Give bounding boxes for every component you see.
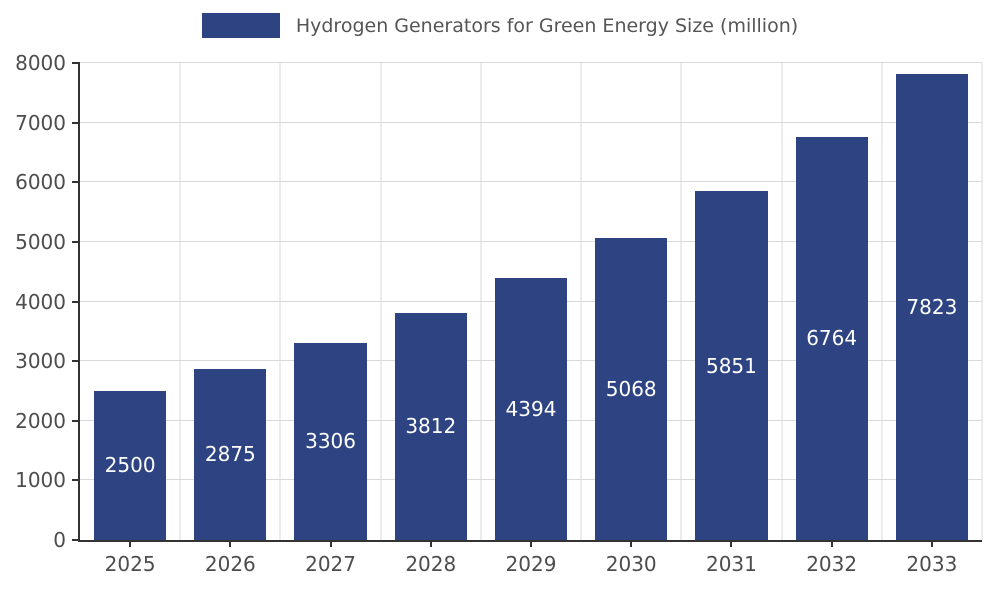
gridline-vertical <box>279 63 281 540</box>
bar-value-label: 2500 <box>104 453 156 478</box>
x-tick-label: 2025 <box>104 552 156 576</box>
bar: 3812 <box>394 312 467 540</box>
bar-slot: 3306 <box>280 63 380 540</box>
y-tick-label: 6000 <box>15 170 66 195</box>
bar-value-label: 3306 <box>305 429 356 454</box>
y-tick-label: 1000 <box>15 468 66 493</box>
x-tick-mark <box>730 540 733 547</box>
legend-title: Hydrogen Generators for Green Energy Siz… <box>295 14 799 37</box>
bar: 5068 <box>595 237 668 540</box>
x-tick-mark <box>129 540 132 547</box>
bar-slot: 3812 <box>381 63 481 540</box>
y-tick-label: 3000 <box>15 349 66 374</box>
bar-value-label: 5851 <box>705 353 757 378</box>
legend-swatch <box>201 13 280 38</box>
legend: Hydrogen Generators for Green Energy Siz… <box>0 13 1000 38</box>
y-tick-mark <box>72 300 80 303</box>
y-tick-mark <box>72 121 80 124</box>
gridline-vertical <box>881 63 883 540</box>
bar: 5851 <box>695 191 768 540</box>
plot-area: 2500 2875 3306 3812 4394 5068 5851 6764 7823 0 10… <box>15 51 983 552</box>
y-axis-line <box>78 63 80 542</box>
x-tick-label: 2028 <box>405 552 457 576</box>
y-tick-mark <box>72 62 80 64</box>
bar: 2875 <box>194 368 267 540</box>
gridline-vertical <box>981 63 983 540</box>
x-tick-mark <box>229 540 232 547</box>
y-tick-label: 2000 <box>15 408 66 433</box>
bar-slot: 2500 <box>80 63 180 540</box>
x-tick-label: 2027 <box>305 552 356 576</box>
bar-slot: 5068 <box>581 63 681 540</box>
bar-value-label: 7823 <box>906 294 958 319</box>
bar-slot: 7823 <box>882 63 982 540</box>
bar: 4394 <box>494 278 568 540</box>
gridline-horizontal <box>80 181 982 183</box>
gridline-vertical <box>680 63 682 540</box>
bar: 7823 <box>895 73 968 540</box>
y-tick-mark <box>72 539 80 541</box>
gridline-vertical <box>580 63 582 540</box>
x-tick-label: 2033 <box>906 552 958 576</box>
gridline-vertical <box>179 63 181 540</box>
y-tick-label: 0 <box>53 528 66 552</box>
x-axis-labels: 2025 2026 2027 2028 2029 2030 2031 2032 2033 <box>80 552 982 576</box>
y-tick-label: 5000 <box>15 229 66 254</box>
y-tick-mark <box>72 360 80 363</box>
bar-slot: 5851 <box>681 63 781 540</box>
gridline-horizontal <box>80 62 982 63</box>
bars-container: 2500 2875 3306 3812 4394 5068 5851 6764 7823 <box>80 63 982 540</box>
y-tick-mark <box>72 240 80 243</box>
bar-value-label: 5068 <box>605 376 657 401</box>
y-tick-label: 4000 <box>15 289 66 314</box>
x-tick-mark <box>930 540 933 547</box>
gridline-vertical <box>380 63 382 540</box>
bar-value-label: 4394 <box>505 397 557 421</box>
x-tick-label: 2031 <box>705 552 757 576</box>
bar-slot: 6764 <box>782 63 882 540</box>
x-tick-mark <box>429 540 432 547</box>
y-tick-label: 7000 <box>15 110 66 135</box>
bar-value-label: 2875 <box>204 442 256 467</box>
gridline-horizontal <box>80 240 982 242</box>
x-tick-label: 2029 <box>505 552 557 576</box>
bar-value-label: 3812 <box>405 414 457 439</box>
x-tick-label: 2032 <box>806 552 858 576</box>
y-tick-label: 8000 <box>15 51 66 75</box>
y-tick-mark <box>72 479 80 482</box>
bar-slot: 2875 <box>180 63 280 540</box>
x-tick-mark <box>830 540 833 547</box>
x-tick-label: 2026 <box>204 552 256 576</box>
bar: 3306 <box>294 342 367 540</box>
x-tick-mark <box>530 540 532 547</box>
bar-value-label: 6764 <box>806 326 858 351</box>
bar: 2500 <box>94 390 167 540</box>
y-tick-mark <box>72 181 80 184</box>
bar-slot: 4394 <box>481 63 581 540</box>
gridline-vertical <box>781 63 783 540</box>
x-tick-mark <box>329 540 332 547</box>
x-tick-label: 2030 <box>605 552 657 576</box>
gridline-horizontal <box>80 121 982 123</box>
x-tick-mark <box>630 540 633 547</box>
bar: 6764 <box>795 136 868 540</box>
y-tick-mark <box>72 419 80 422</box>
gridline-vertical <box>480 63 482 540</box>
